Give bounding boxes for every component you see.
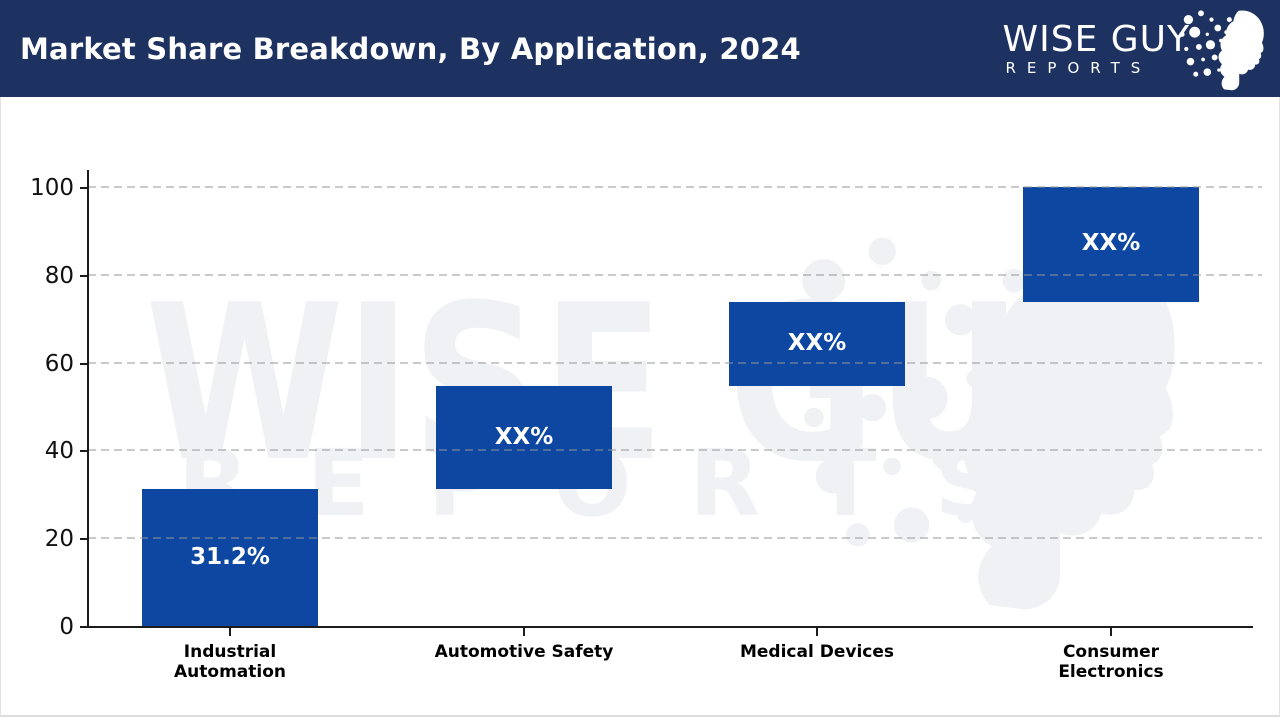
y-tick-label-80: 80 (44, 262, 74, 289)
gridline-20 (88, 537, 1262, 540)
y-tick-0 (80, 626, 88, 628)
y-tick-80 (80, 274, 88, 277)
axes-layer (0, 97, 1280, 720)
gridline-100 (88, 186, 1262, 188)
bar-2 (436, 386, 612, 490)
wise-guy-reports-logo: WISE GUY REPORTS (1003, 6, 1271, 92)
x-axis-line (87, 626, 1253, 628)
y-tick-60 (80, 362, 88, 365)
logo-wordmark: WISE GUY (1002, 18, 1190, 60)
bar-value-label-2: XX% (494, 423, 554, 450)
y-tick-100 (80, 187, 88, 189)
gridline-40 (88, 449, 1262, 452)
chart-area: WISE GUY REPORTS 31.2% XX% XX% XX% 0 20 40 60 8… (0, 97, 1280, 720)
y-tick-40 (80, 450, 88, 453)
gridline-80 (88, 273, 1262, 276)
y-tick-label-20: 20 (44, 526, 74, 553)
x-tick-2 (523, 628, 525, 636)
labels-layer: 0 20 40 60 80 100 Industrial Automation Automoti… (0, 97, 1280, 720)
x-tick-1 (229, 628, 231, 636)
logo-subtitle: REPORTS (1005, 59, 1152, 78)
x-tick-3 (816, 628, 818, 636)
y-tick-label-40: 40 (44, 438, 74, 465)
y-axis-line (87, 170, 89, 628)
page-title: Market Share Breakdown, By Application, … (20, 31, 801, 66)
x-tick-4 (1110, 628, 1112, 636)
bottom-border-line (0, 715, 1280, 717)
gridline-60 (88, 361, 1262, 364)
left-border-line (0, 97, 1, 717)
bar-1 (142, 489, 318, 626)
y-tick-label-60: 60 (44, 350, 74, 377)
wiseguy-head-icon (1179, 10, 1264, 91)
logo-text: WISE GUY REPORTS (1002, 18, 1191, 78)
x-category-label-4: Consumer Electronics (1058, 642, 1164, 682)
grid-layer (0, 97, 1280, 720)
x-category-label-2: Automotive Safety (434, 642, 614, 662)
y-tick-20 (80, 538, 88, 541)
y-tick-label-0: 0 (59, 614, 74, 640)
x-category-label-1: Industrial Automation (174, 642, 286, 682)
bar-value-label-1: 31.2% (190, 543, 270, 570)
x-category-label-3: Medical Devices (739, 642, 894, 662)
y-tick-label-100: 100 (30, 175, 74, 201)
header: Market Share Breakdown, By Application, … (0, 0, 1280, 97)
